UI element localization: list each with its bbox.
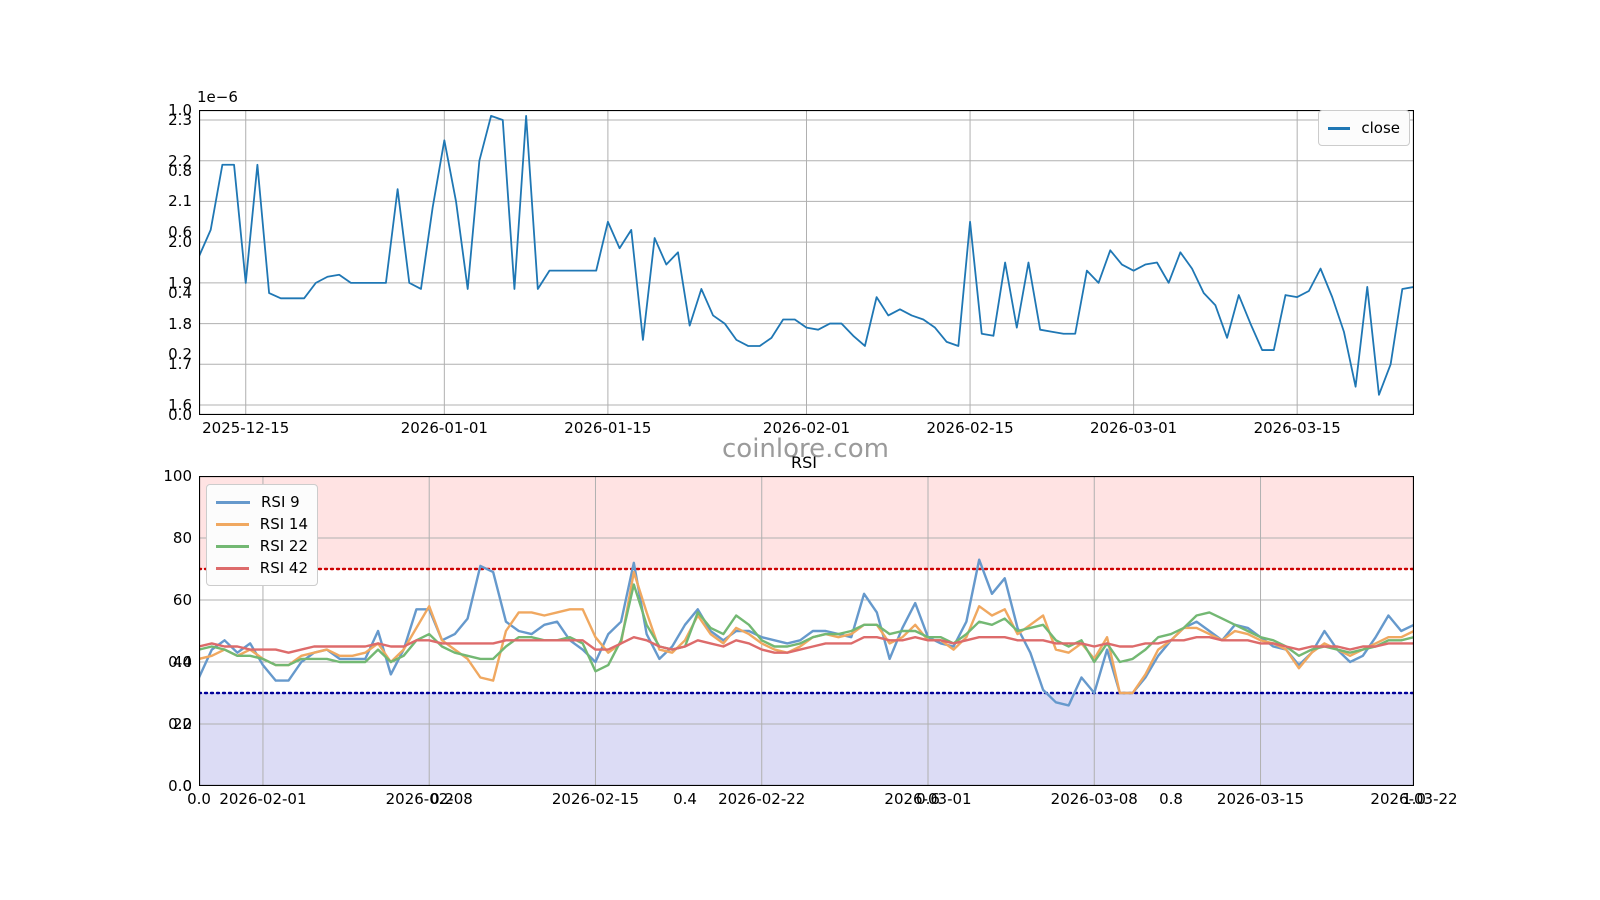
rsi-band-oversold <box>199 693 1414 786</box>
legend-line-swatch-icon <box>216 500 250 504</box>
rsi-legend[interactable]: RSI 9 RSI 14 RSI 22 RSI 42 <box>206 484 318 586</box>
price-y-tick: 2.2 <box>168 151 192 170</box>
rsi-x-tick: 2026-02-01 <box>219 790 307 808</box>
rsi-y-tick-overlay: 0.4 <box>168 653 192 671</box>
rsi-y-tick-overlay: 0.2 <box>168 715 192 733</box>
price-y-tick: 1.7 <box>168 355 192 374</box>
price-y-tick: 2.0 <box>168 233 192 252</box>
rsi-y-tick-overlay: 0.0 <box>168 777 192 795</box>
rsi-y-tick: 40 <box>172 653 192 671</box>
price-x-tick: 2026-02-01 <box>762 419 851 437</box>
rsi-x-tick: 2026-03-01 <box>884 790 972 808</box>
legend-line-swatch-icon <box>216 522 249 526</box>
legend-label: RSI 14 <box>259 515 308 533</box>
price-y-tick-overlay: 0.6 <box>168 223 192 241</box>
price-y-tick: 1.6 <box>168 396 192 415</box>
rsi-chart-canvas <box>199 476 1414 786</box>
price-legend[interactable]: close <box>1318 110 1410 146</box>
price-x-tick: 2025-12-15 <box>202 419 290 437</box>
price-x-tick: 2026-03-01 <box>1090 419 1178 437</box>
rsi-series-rsi-42 <box>199 636 1414 654</box>
legend-label: RSI 9 <box>261 493 300 511</box>
rsi-x-tick-overlay: 0.0 <box>187 790 211 808</box>
rsi-y-tick: 80 <box>172 529 192 547</box>
price-y-tick-overlay: 0.8 <box>168 162 192 180</box>
rsi-series-rsi-9 <box>199 558 1414 707</box>
price-x-tick: 2026-01-15 <box>564 419 652 437</box>
rsi-x-tick-overlay: 1.0 <box>1402 790 1426 808</box>
rsi-series-rsi-14 <box>199 570 1414 695</box>
rsi-band-overbought <box>199 476 1414 569</box>
price-chart-canvas <box>199 110 1414 415</box>
legend-label: close <box>1361 119 1400 137</box>
rsi-series-rsi-22 <box>199 583 1414 673</box>
price-y-tick: 1.8 <box>168 314 192 333</box>
rsi-legend-item[interactable]: RSI 22 <box>216 535 308 557</box>
rsi-x-tick-overlay: 0.2 <box>430 790 454 808</box>
price-y-tick: 2.1 <box>168 192 192 211</box>
rsi-legend-item[interactable]: RSI 14 <box>216 513 308 535</box>
price-chart-panel <box>199 110 1414 415</box>
price-series-close <box>199 115 1414 396</box>
legend-line-swatch-icon <box>1328 126 1351 130</box>
rsi-x-tick-overlay: 0.4 <box>673 790 697 808</box>
legend-label: RSI 22 <box>259 537 308 555</box>
rsi-y-tick: 0 <box>182 777 192 795</box>
price-y-tick-overlay: 1.0 <box>168 101 192 119</box>
rsi-y-tick: 100 <box>163 467 192 485</box>
rsi-x-tick: 2026-02-08 <box>385 790 473 808</box>
price-y-tick-overlay: 0.4 <box>168 284 192 302</box>
rsi-x-tick-overlay: 0.6 <box>916 790 940 808</box>
legend-line-swatch-icon <box>216 544 249 548</box>
watermark: coinlore.com <box>722 434 889 464</box>
rsi-legend-item[interactable]: RSI 42 <box>216 557 308 579</box>
price-legend-item[interactable]: close <box>1328 117 1400 139</box>
price-y-tick: 2.3 <box>168 110 192 129</box>
rsi-y-tick: 20 <box>172 715 192 733</box>
price-x-tick: 2026-03-15 <box>1253 419 1341 437</box>
price-x-tick: 2026-02-15 <box>926 419 1014 437</box>
rsi-axes-spines <box>199 476 1414 786</box>
price-axes-spines <box>199 110 1414 415</box>
price-y-tick-overlay: 0.2 <box>168 345 192 363</box>
price-y-offset-text: 1e−6 <box>197 88 238 106</box>
rsi-x-tick: 2026-03-15 <box>1216 790 1305 808</box>
rsi-x-tick: 2026-03-22 <box>1370 790 1458 808</box>
price-y-tick: 1.9 <box>168 273 192 292</box>
rsi-x-tick: 2026-03-08 <box>1050 790 1138 808</box>
rsi-x-tick-overlay: 0.8 <box>1159 790 1183 808</box>
rsi-chart-panel <box>199 476 1414 786</box>
rsi-legend-item[interactable]: RSI 9 <box>216 491 308 513</box>
price-y-tick-overlay: 0.0 <box>168 406 192 424</box>
legend-label: RSI 42 <box>259 559 308 577</box>
rsi-title: RSI <box>791 453 817 472</box>
rsi-x-tick: 2026-02-22 <box>718 790 806 808</box>
rsi-y-tick: 60 <box>172 591 192 609</box>
legend-line-swatch-icon <box>216 566 249 570</box>
price-x-tick: 2026-01-01 <box>400 419 488 437</box>
rsi-x-tick: 2026-02-15 <box>551 790 640 808</box>
